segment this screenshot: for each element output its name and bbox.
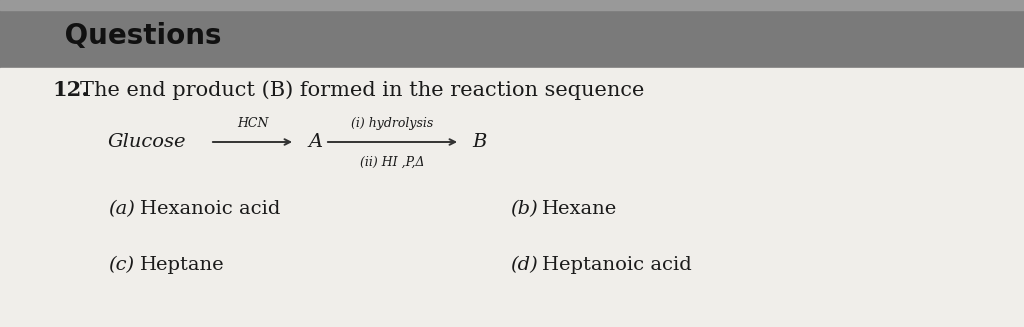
Bar	[0, 0, 1024, 68]
Text: B: B	[472, 133, 486, 151]
Text: Heptane: Heptane	[140, 256, 224, 274]
Bar	[0, 0, 1024, 10]
Text: Heptanoic acid: Heptanoic acid	[542, 256, 692, 274]
Text: (a): (a)	[108, 200, 135, 218]
Text: Questions: Questions	[55, 22, 221, 50]
Text: (c): (c)	[108, 256, 134, 274]
Text: (ii) HI ,P,Δ: (ii) HI ,P,Δ	[360, 156, 425, 169]
Bar	[0, 68, 1024, 327]
Text: The end product (B) formed in the reaction sequence: The end product (B) formed in the reacti…	[80, 80, 644, 100]
Text: (i) hydrolysis: (i) hydrolysis	[351, 117, 433, 130]
Text: A: A	[308, 133, 323, 151]
Text: HCN: HCN	[237, 117, 268, 130]
Text: Glucose: Glucose	[108, 133, 186, 151]
Text: Hexane: Hexane	[542, 200, 617, 218]
Text: (b): (b)	[510, 200, 538, 218]
Text: (d): (d)	[510, 256, 538, 274]
Text: 12.: 12.	[52, 80, 89, 100]
Text: Hexanoic acid: Hexanoic acid	[140, 200, 281, 218]
